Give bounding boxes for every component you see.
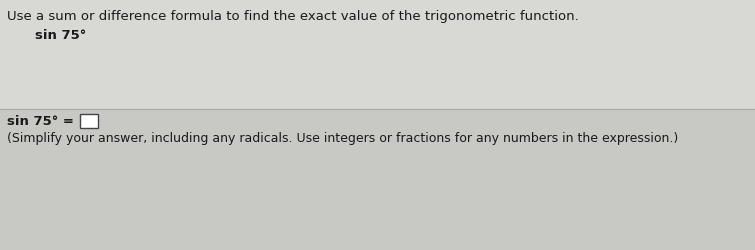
- Text: (Simplify your answer, including any radicals. Use integers or fractions for any: (Simplify your answer, including any rad…: [7, 132, 678, 145]
- Bar: [0, 110, 755, 250]
- Text: Use a sum or difference formula to find the exact value of the trigonometric fun: Use a sum or difference formula to find …: [7, 10, 579, 23]
- Bar: [80, 115, 98, 129]
- Bar: [0, 0, 755, 110]
- Text: sin 75°: sin 75°: [35, 29, 86, 42]
- Text: sin 75° =: sin 75° =: [7, 115, 74, 128]
